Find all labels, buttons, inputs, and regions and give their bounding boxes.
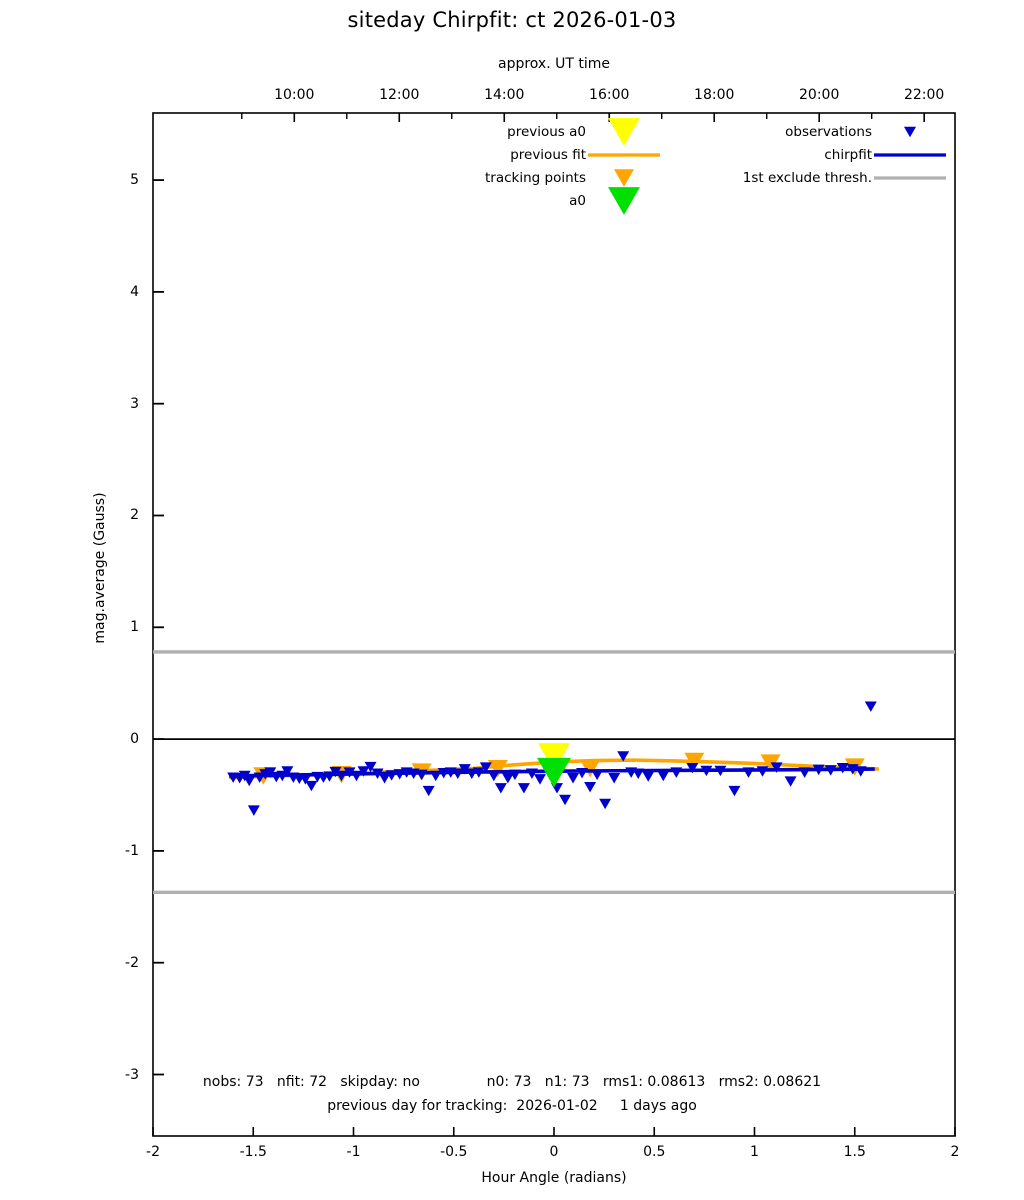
observation-marker (567, 773, 580, 784)
y-tick-label: 2 (130, 507, 139, 524)
x-tick-label: 0.5 (643, 1144, 666, 1160)
tracking-point-marker (487, 760, 508, 778)
legend-label-previous-a0: previous a0 (507, 124, 586, 140)
observation-marker (559, 794, 572, 806)
x-tick-label: 0 (549, 1144, 559, 1160)
observation-marker (422, 785, 435, 797)
observation-marker (247, 805, 260, 816)
observation-marker (264, 767, 277, 778)
legend-label-1st-exclude-thresh-: 1st exclude thresh. (742, 170, 872, 186)
tracking-point-marker (684, 752, 705, 771)
observation-marker (770, 762, 783, 773)
observation-marker (617, 751, 630, 762)
observation-marker (458, 764, 471, 775)
observation-marker (608, 773, 621, 784)
observation-marker (584, 781, 597, 793)
legend-triangle-swatch (608, 187, 640, 215)
observation-marker (479, 762, 492, 773)
x-tick-label: -2 (146, 1144, 160, 1160)
observation-marker (728, 785, 741, 797)
plot-frame (152, 112, 956, 1137)
observation-marker (533, 774, 546, 785)
top-axis-label: approx. UT time (498, 56, 610, 72)
footer-stats-line-1: nobs: 73 nfit: 72 skipday: no n0: 73 n1:… (202, 1074, 822, 1090)
observation-marker (329, 766, 342, 778)
x-tick-label: -0.5 (440, 1144, 468, 1160)
a0-marker (537, 757, 571, 788)
top-tick-label: 12:00 (379, 87, 420, 103)
x-axis-label: Hour Angle (radians) (481, 1170, 627, 1186)
observation-marker (378, 773, 391, 784)
tracking-point-marker (760, 754, 781, 772)
observation-marker (599, 798, 612, 810)
page-title: siteday Chirpfit: ct 2026-01-03 (347, 8, 677, 32)
observation-marker (686, 762, 699, 774)
legend-triangle-swatch (608, 118, 640, 146)
observation-marker (299, 774, 312, 785)
y-tick-label: -3 (125, 1066, 139, 1083)
top-tick-label: 10:00 (274, 87, 315, 103)
tracking-point-marker (580, 760, 601, 778)
legend-triangle-swatch (614, 169, 634, 187)
legend-triangle-swatch (904, 126, 916, 138)
legend-label-previous-fit: previous fit (510, 147, 586, 163)
footer-stats-line-2: previous day for tracking: 2026-01-02 1 … (327, 1098, 697, 1114)
x-tick-label: -1 (346, 1144, 361, 1160)
top-tick-label: 18:00 (694, 87, 735, 103)
legend-label-a0: a0 (569, 193, 586, 209)
observation-marker (517, 783, 530, 794)
observation-marker (357, 766, 370, 777)
top-tick-label: 14:00 (484, 87, 525, 103)
observation-marker (243, 775, 256, 787)
observation-marker (864, 701, 877, 712)
x-tick-label: 1.5 (843, 1144, 866, 1160)
observation-marker (784, 776, 797, 787)
top-tick-label: 16:00 (589, 87, 630, 103)
y-tick-label: -1 (125, 842, 139, 859)
y-tick-label: 4 (130, 283, 139, 300)
legend-label-tracking-points: tracking points (485, 170, 586, 186)
top-tick-label: 20:00 (799, 87, 840, 103)
observation-marker (281, 766, 294, 777)
y-tick-label: 1 (130, 619, 139, 636)
previous-a0-marker (538, 743, 570, 771)
observation-marker (494, 783, 507, 794)
observation-marker (501, 773, 514, 784)
y-tick-label: -2 (125, 954, 139, 971)
legend-label-observations: observations (785, 124, 872, 140)
observation-marker (305, 780, 318, 792)
top-tick-label: 22:00 (903, 87, 945, 103)
legend-label-chirpfit: chirpfit (824, 147, 872, 163)
x-tick-label: 1 (750, 1144, 759, 1160)
observation-marker (642, 771, 655, 782)
y-tick-label: 5 (130, 172, 139, 189)
y-tick-label: 3 (130, 395, 139, 412)
observation-marker (657, 770, 670, 782)
y-tick-label: 0 (130, 731, 139, 748)
observation-marker (364, 761, 377, 773)
x-tick-label: -1.5 (239, 1144, 267, 1160)
x-tick-label: 2 (950, 1144, 960, 1160)
